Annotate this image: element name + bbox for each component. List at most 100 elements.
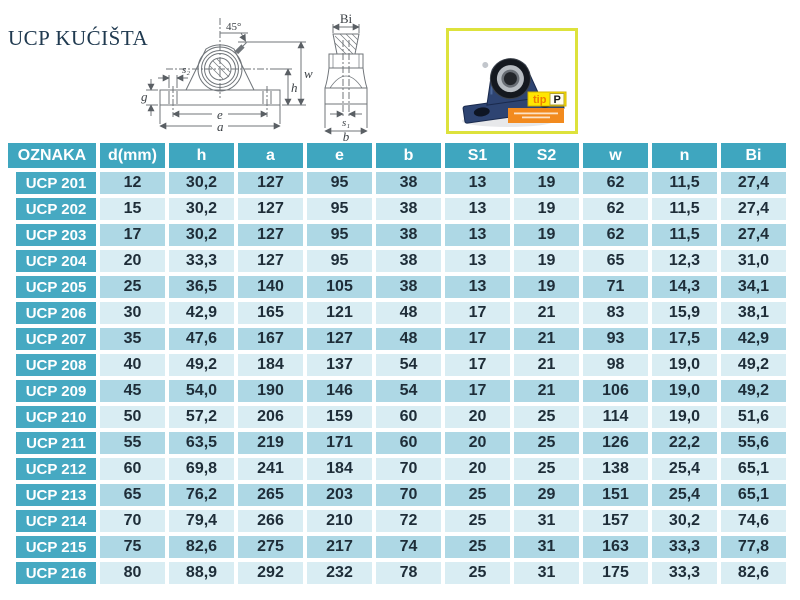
dim-label-b: b [343,129,350,142]
dimension-cell: 20 [445,406,510,428]
info-orange-box [508,108,564,123]
dimension-cell: 60 [376,406,441,428]
dimension-cell: 11,5 [652,198,717,220]
dimension-cell: 49,2 [721,380,786,402]
dimension-cell: 15 [100,198,165,220]
dim-label-a: a [217,119,224,134]
dimension-cell: 69,8 [169,458,234,480]
dimension-cell: 65 [100,484,165,506]
dimension-cell: 65 [583,250,648,272]
row-label: UCP 203 [8,224,96,246]
dimension-cell: 29 [514,484,579,506]
dimension-cell: 13 [445,198,510,220]
dimension-cell: 167 [238,328,303,350]
dimension-cell: 127 [238,198,303,220]
dimension-cell: 72 [376,510,441,532]
page-title: UCP KUĆIŠTA [8,26,149,50]
badge-p-text: P [554,94,561,106]
dimension-cell: 95 [307,250,372,272]
dimension-cell: 127 [238,224,303,246]
column-header: h [169,143,234,168]
dimension-cell: 206 [238,406,303,428]
dimension-cell: 57,2 [169,406,234,428]
dimension-cell: 30,2 [652,510,717,532]
dimension-cell: 25,4 [652,484,717,506]
table-row: UCP 205 25 36,5 140 105 38 13 19 71 14,3 34,1 [8,276,786,298]
dimension-cell: 20 [445,432,510,454]
table-row: UCP 202 15 30,2 127 95 38 13 19 62 11,5 27,4 [8,198,786,220]
row-label: UCP 216 [8,562,96,584]
dimension-cell: 71 [583,276,648,298]
row-label: UCP 215 [8,536,96,558]
dimension-cell: 217 [307,536,372,558]
dimension-cell: 184 [238,354,303,376]
dimension-cell: 13 [445,172,510,194]
dimension-cell: 30,2 [169,198,234,220]
dimension-cell: 25 [445,562,510,584]
dimension-cell: 31,0 [721,250,786,272]
table-body: UCP 201 12 30,2 127 95 38 13 19 62 11,5 27,4 UCP 20… [8,172,786,584]
dimension-cell: 42,9 [721,328,786,350]
dimension-cell: 83 [583,302,648,324]
dimension-cell: 31 [514,536,579,558]
dimension-cell: 25 [445,484,510,506]
dimension-cell: 25 [514,432,579,454]
column-header: S2 [514,143,579,168]
dimension-cell: 20 [100,250,165,272]
dim-label-h: h [291,80,298,95]
table-row: UCP 201 12 30,2 127 95 38 13 19 62 11,5 27,4 [8,172,786,194]
dimension-cell: 25,4 [652,458,717,480]
dimension-cell: 27,4 [721,198,786,220]
dimension-cell: 49,2 [169,354,234,376]
dimension-cell: 25 [100,276,165,298]
dimension-cell: 127 [238,172,303,194]
table-row: UCP 207 35 47,6 167 127 48 17 21 93 17,5 42,9 [8,328,786,350]
dimension-cell: 48 [376,302,441,324]
dimension-cell: 105 [307,276,372,298]
dimension-cell: 114 [583,406,648,428]
dimension-cell: 25 [514,458,579,480]
dimension-cell: 12 [100,172,165,194]
dimension-cell: 54 [376,380,441,402]
column-header: d(mm) [100,143,165,168]
dimension-cell: 70 [376,458,441,480]
dimension-cell: 137 [307,354,372,376]
dimension-cell: 17,5 [652,328,717,350]
dimension-cell: 60 [376,432,441,454]
dimension-cell: 48 [376,328,441,350]
dimension-cell: 27,4 [721,172,786,194]
column-header: a [238,143,303,168]
dimension-cell: 74,6 [721,510,786,532]
dimension-cell: 292 [238,562,303,584]
dimension-cell: 163 [583,536,648,558]
dimension-cell: 13 [445,224,510,246]
dimension-cell: 54 [376,354,441,376]
dimension-cell: 38,1 [721,302,786,324]
dimension-cell: 45 [100,380,165,402]
dimension-cell: 30 [100,302,165,324]
dim-label-e: e [217,107,223,122]
dimension-cell: 62 [583,172,648,194]
dimension-cell: 40 [100,354,165,376]
dimension-cell: 19 [514,198,579,220]
grease-nipple-photo [482,61,489,68]
bearing-unit-image [462,58,565,124]
dimension-cell: 51,6 [721,406,786,428]
table-row: UCP 211 55 63,5 219 171 60 20 25 126 22,2 55,6 [8,432,786,454]
badge-tip-text: tip [533,94,547,106]
dimension-cell: 63,5 [169,432,234,454]
dimension-cell: 77,8 [721,536,786,558]
dimension-cell: 65,1 [721,458,786,480]
dimension-cell: 21 [514,302,579,324]
row-label: UCP 210 [8,406,96,428]
dim-label-s1: s₁ [342,117,350,129]
dimension-cell: 265 [238,484,303,506]
column-header: e [307,143,372,168]
dimension-cell: 47,6 [169,328,234,350]
dimension-cell: 95 [307,198,372,220]
dimension-cell: 21 [514,354,579,376]
dimension-cell: 62 [583,224,648,246]
dimension-cell: 33,3 [652,562,717,584]
dimension-cell: 25 [445,510,510,532]
row-label: UCP 205 [8,276,96,298]
